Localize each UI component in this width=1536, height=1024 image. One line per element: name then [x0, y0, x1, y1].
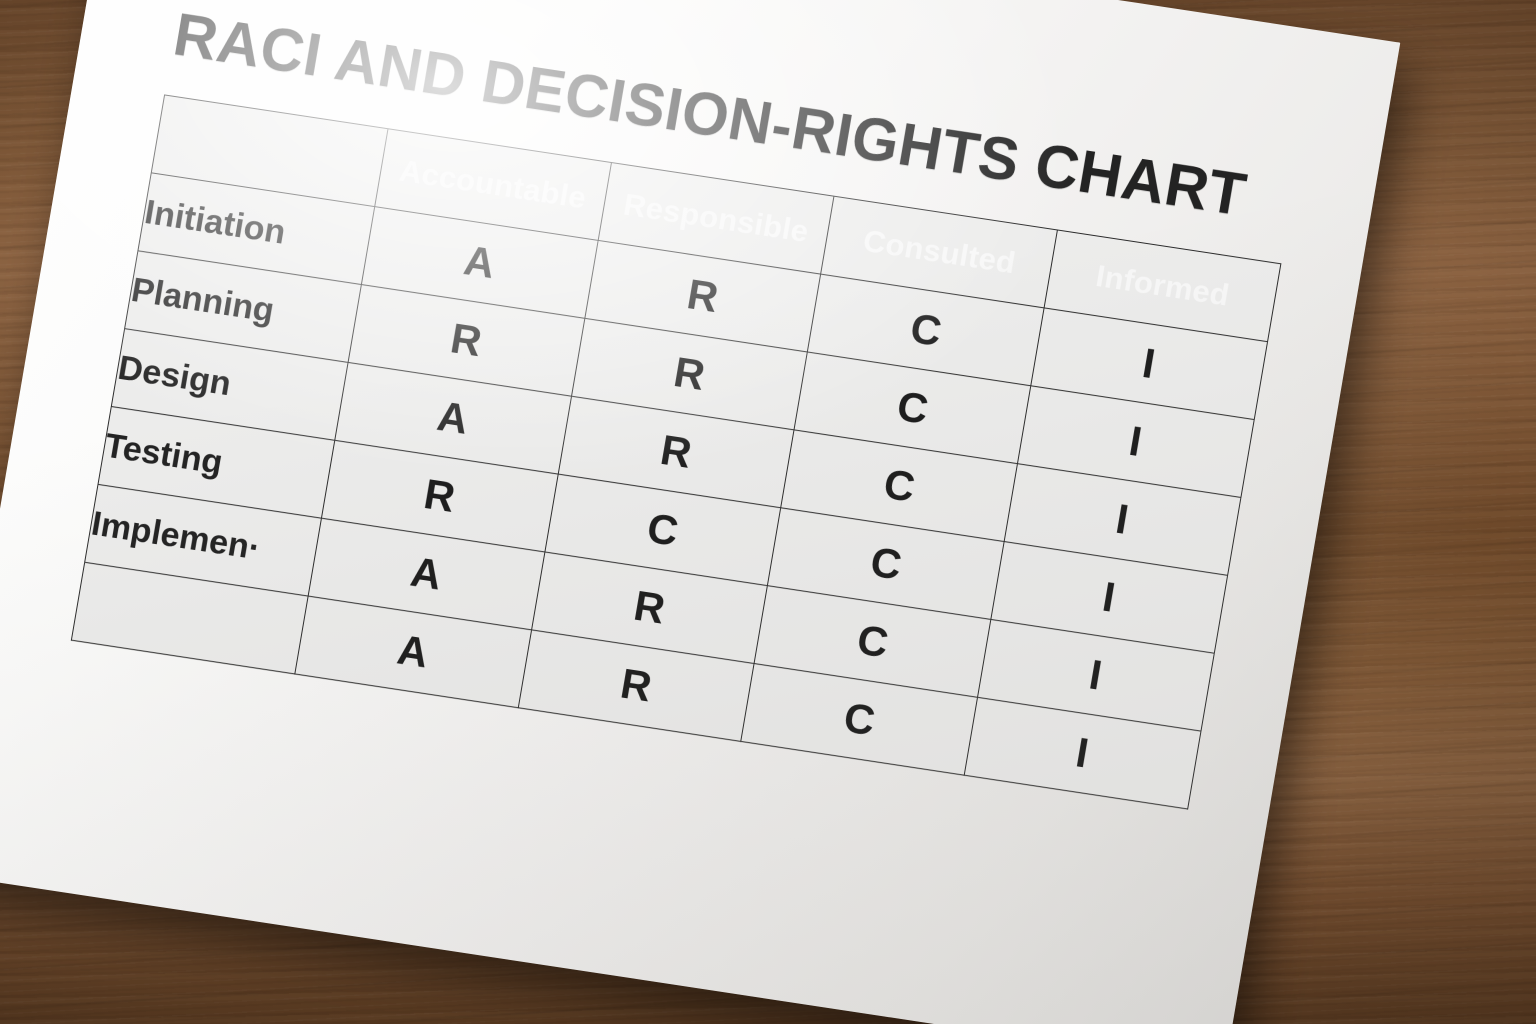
- paper-sheet: RACI AND DECISION-RIGHTS CHART Accountab…: [0, 0, 1409, 1024]
- paper-surface: RACI AND DECISION-RIGHTS CHART Accountab…: [0, 0, 1401, 1024]
- printed-page-content: RACI AND DECISION-RIGHTS CHART Accountab…: [71, 1, 1281, 810]
